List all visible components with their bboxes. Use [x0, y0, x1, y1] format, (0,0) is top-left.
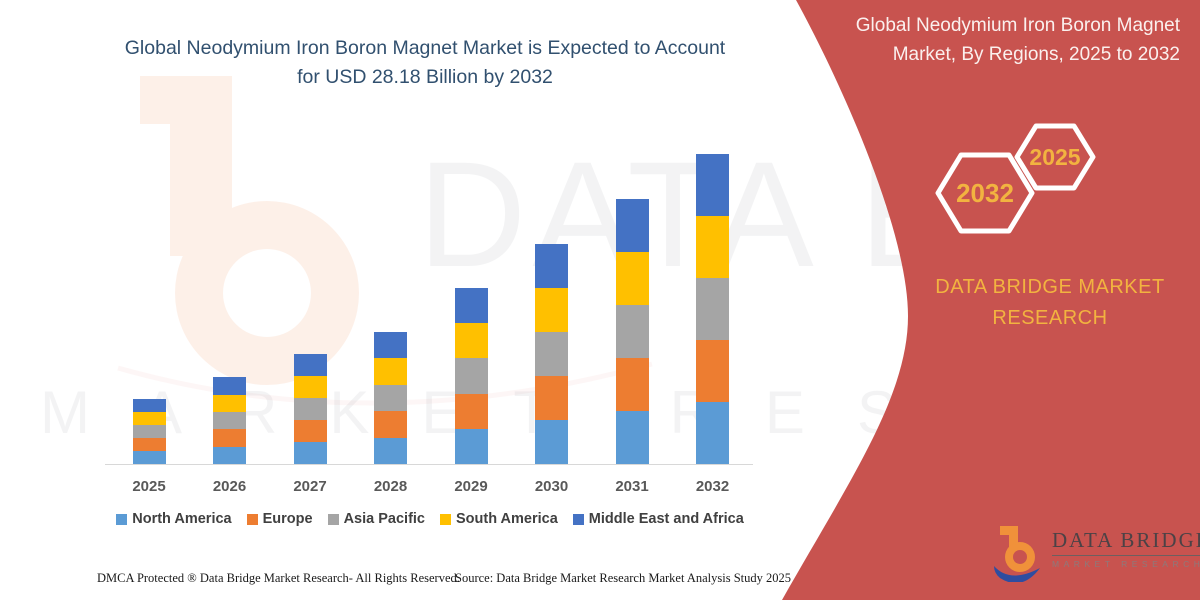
x-axis-line [105, 464, 753, 465]
chart-legend: North America Europe Asia Pacific South Ame… [95, 511, 765, 527]
x-axis-label-2027: 2027 [293, 478, 327, 495]
databridge-logo-icon [994, 526, 1040, 582]
legend-item-middle-east-and-africa: Middle East and Africa [572, 511, 744, 527]
footer-copyright: DMCA Protected ® Data Bridge Market Rese… [97, 571, 460, 585]
hexagon-2032-label: 2032 [956, 178, 1014, 208]
legend-label-south-america: South America [456, 511, 558, 527]
bar-2028 [374, 332, 407, 464]
bar-2031 [615, 198, 649, 464]
x-axis-label-2032: 2032 [695, 478, 730, 495]
bar-2027-segment-south-america [293, 376, 327, 398]
footer-source: Source: Data Bridge Market Research Mark… [455, 571, 792, 585]
legend-swatch-asia-pacific [327, 513, 339, 525]
bar-2026-segment-north-america [213, 446, 246, 464]
bar-2029-segment-north-america [454, 428, 488, 464]
bar-2027 [293, 354, 327, 464]
x-axis-label-2026: 2026 [212, 478, 247, 495]
bar-2029-segment-asia-pacific [454, 358, 488, 394]
x-axis-label-2025: 2025 [132, 478, 166, 495]
bar-2030-segment-middle-east-and-africa [535, 244, 568, 288]
bar-2028-segment-middle-east-and-africa [374, 332, 407, 359]
brand-wordmark: DATA BRIDGE MARKET RESEARCH [935, 276, 1165, 329]
bar-2032-segment-north-america [696, 401, 729, 464]
bar-2028-segment-asia-pacific [374, 384, 407, 412]
bar-2025-segment-middle-east-and-africa [132, 399, 166, 413]
bar-2025-segment-north-america [132, 451, 166, 464]
legend-swatch-north-america [116, 513, 128, 525]
bar-2029-segment-middle-east-and-africa [454, 288, 488, 324]
bar-2032-segment-middle-east-and-africa [696, 154, 729, 216]
bar-2028-segment-north-america [374, 437, 407, 464]
bar-2026-segment-south-america [213, 394, 246, 412]
bar-2032-segment-south-america [696, 215, 729, 278]
bar-2032-segment-europe [696, 339, 729, 402]
bar-2025-segment-south-america [132, 412, 166, 426]
logo-subtitle: MARKET RESEARCH [1052, 559, 1200, 569]
bar-2026-segment-middle-east-and-africa [213, 377, 246, 395]
hexagon-2032 [935, 152, 1035, 234]
hexagon-badges: 2032 2025 [935, 123, 1096, 234]
bar-2025-segment-asia-pacific [132, 425, 166, 439]
legend-swatch-south-america [440, 513, 451, 525]
bar-2026 [213, 377, 246, 464]
x-axis-label-2030: 2030 [534, 478, 569, 495]
legend-swatch-europe [246, 513, 258, 525]
bar-2025 [132, 399, 166, 464]
bar-2031-segment-asia-pacific [615, 304, 649, 358]
bar-2030-segment-south-america [535, 288, 568, 332]
bar-2030-segment-asia-pacific [535, 332, 568, 376]
bar-2030-segment-north-america [535, 420, 568, 464]
bar-2027-segment-asia-pacific [293, 398, 327, 420]
bar-2031-segment-europe [615, 357, 649, 411]
bar-2027-segment-middle-east-and-africa [293, 354, 327, 376]
bar-2030-segment-europe [535, 376, 568, 420]
legend-label-europe: Europe [262, 511, 313, 527]
bar-2028-segment-south-america [374, 358, 407, 385]
bar-2026-segment-europe [213, 429, 246, 447]
legend-label-north-america: North America [132, 511, 232, 527]
hexagon-2025-label: 2025 [1029, 144, 1080, 170]
bar-2029-segment-europe [454, 393, 488, 429]
chart-title: Global Neodymium Iron Boron Magnet Marke… [124, 37, 726, 89]
bar-2031-segment-north-america [615, 410, 649, 464]
legend-item-south-america: South America [440, 511, 558, 527]
legend-label-asia-pacific: Asia Pacific [343, 511, 425, 527]
chart-plot: 2025 2026 2027 2028 2029 2030 2031 2032 [105, 154, 753, 495]
legend-swatch-middle-east-and-africa [572, 513, 584, 525]
logo-text-block: DATA BRIDGE MARKET RESEARCH [1052, 524, 1200, 569]
bar-2025-segment-europe [132, 438, 166, 452]
bar-2029-segment-south-america [454, 323, 488, 359]
side-panel-title: Global Neodymium Iron Boron Magnet Marke… [855, 15, 1180, 65]
bar-2031-segment-middle-east-and-africa [615, 198, 649, 252]
legend-item-europe: Europe [246, 511, 313, 527]
bar-2031-segment-south-america [615, 251, 649, 305]
legend-item-north-america: North America [116, 511, 232, 527]
x-axis-label-2029: 2029 [454, 478, 488, 495]
legend-label-middle-east-and-africa: Middle East and Africa [588, 511, 744, 527]
bar-2030 [535, 244, 568, 464]
bar-2026-segment-asia-pacific [213, 411, 246, 430]
bar-2032-segment-asia-pacific [696, 277, 729, 340]
x-axis-label-2031: 2031 [615, 478, 649, 495]
bar-2028-segment-europe [374, 411, 407, 438]
bar-2032 [696, 154, 729, 464]
legend-item-asia-pacific: Asia Pacific [327, 511, 425, 527]
logo-name: DATA BRIDGE [1052, 528, 1200, 556]
bar-2029 [454, 288, 488, 464]
databridge-logo: DATA BRIDGE MARKET RESEARCH [992, 524, 1200, 582]
x-axis-label-2028: 2028 [373, 478, 408, 495]
bar-2027-segment-north-america [293, 442, 327, 464]
bar-2027-segment-europe [293, 420, 327, 442]
hexagon-2025 [1014, 123, 1096, 191]
